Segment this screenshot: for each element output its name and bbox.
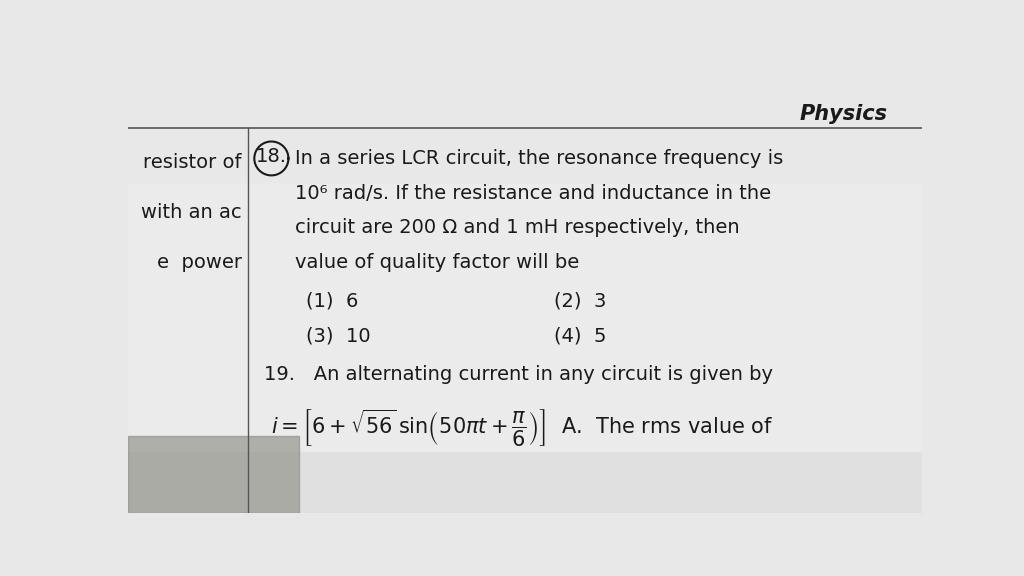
Text: $i = \left[6+\sqrt{56}\,\sin\!\left(50\pi t+\dfrac{\pi}{6}\right)\right]$  A.  T: $i = \left[6+\sqrt{56}\,\sin\!\left(50\p… xyxy=(271,407,774,449)
Text: 19.   An alternating current in any circuit is given by: 19. An alternating current in any circui… xyxy=(263,365,773,384)
Text: (3)  10: (3) 10 xyxy=(306,326,371,345)
Text: (1)  6: (1) 6 xyxy=(306,291,358,310)
Bar xyxy=(128,66,922,181)
Text: (2)  3: (2) 3 xyxy=(554,291,606,310)
Text: with an ac: with an ac xyxy=(141,203,242,222)
Text: resistor of: resistor of xyxy=(143,153,242,172)
Text: 18.: 18. xyxy=(256,147,287,166)
Text: Physics: Physics xyxy=(800,104,888,124)
Text: (4)  5: (4) 5 xyxy=(554,326,607,345)
Text: 10⁶ rad/s. If the resistance and inductance in the: 10⁶ rad/s. If the resistance and inducta… xyxy=(295,184,771,203)
Text: e  power: e power xyxy=(157,253,242,272)
Text: In a series LCR circuit, the resonance frequency is: In a series LCR circuit, the resonance f… xyxy=(295,149,783,168)
Text: value of quality factor will be: value of quality factor will be xyxy=(295,253,579,272)
Bar xyxy=(128,69,922,451)
Text: circuit are 200 Ω and 1 mH respectively, then: circuit are 200 Ω and 1 mH respectively,… xyxy=(295,218,739,237)
Bar xyxy=(128,435,299,513)
